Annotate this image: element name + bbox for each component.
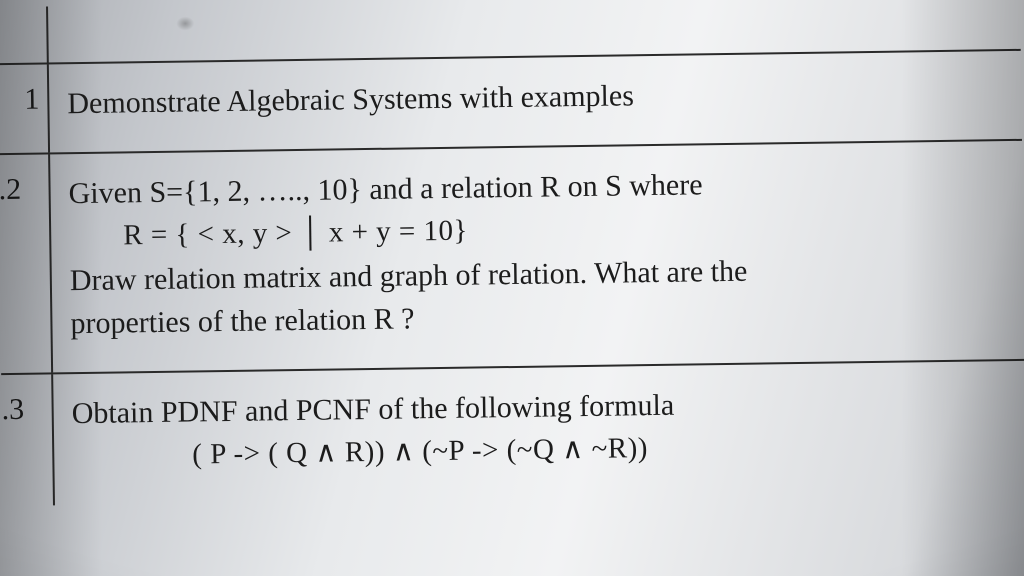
question-number-cell: .2 <box>0 154 53 373</box>
question-number: .3 <box>1 392 24 426</box>
table-row: 1 Demonstrate Algebraic Systems with exa… <box>0 51 1022 155</box>
question-content-cell: Obtain PDNF and PCNF of the following fo… <box>53 360 1024 505</box>
question-line: Demonstrate Algebraic Systems with examp… <box>67 69 998 125</box>
question-number: 1 <box>24 83 39 117</box>
question-content-cell: Demonstrate Algebraic Systems with examp… <box>49 51 1022 152</box>
question-number: .2 <box>0 172 21 206</box>
table-row: .3 Obtain PDNF and PCNF of the following… <box>1 360 1024 505</box>
question-number-cell: .3 <box>1 374 55 506</box>
table-row: .2 Given S={1, 2, ….., 10} and a relatio… <box>0 140 1024 374</box>
worksheet-page: 1 Demonstrate Algebraic Systems with exa… <box>0 0 1024 576</box>
question-number-cell: 1 <box>0 64 50 152</box>
question-content-cell: Given S={1, 2, ….., 10} and a relation R… <box>50 140 1024 372</box>
question-number-cell <box>0 6 49 63</box>
